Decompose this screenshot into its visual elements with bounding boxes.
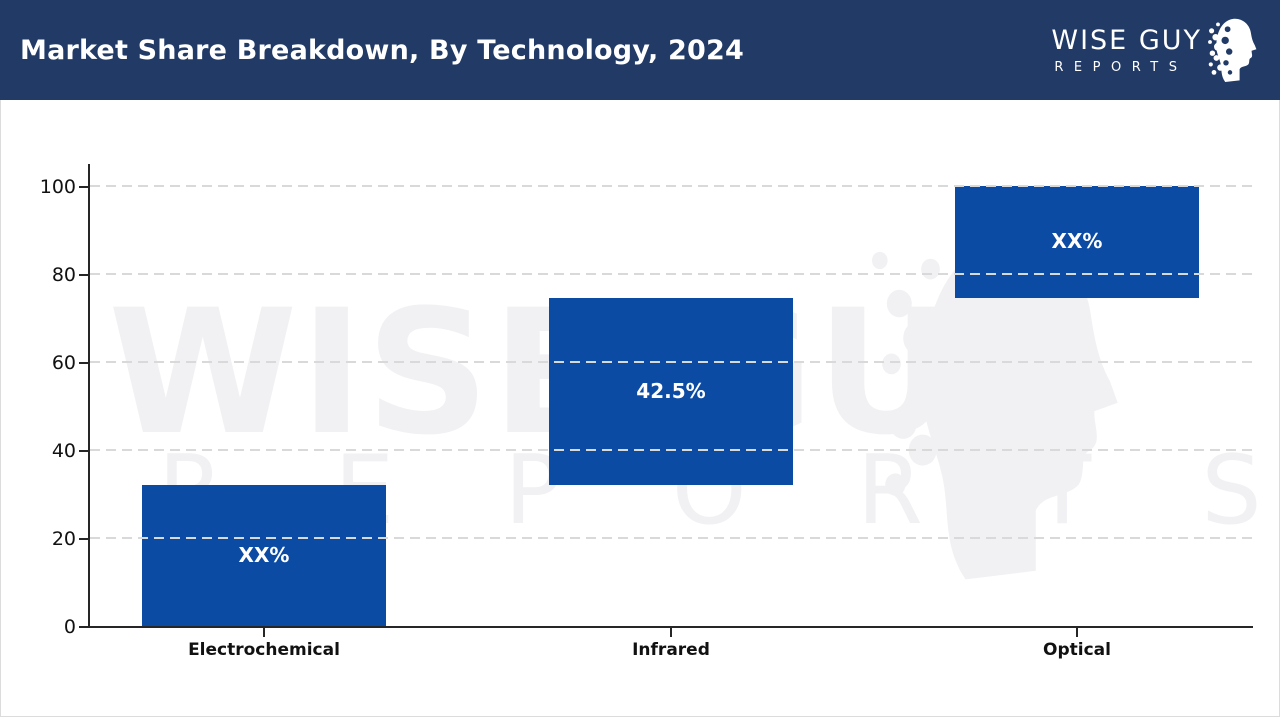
gridline [90,273,1253,275]
y-tick-mark [79,538,88,540]
x-axis-label: Optical [1043,640,1111,660]
y-tick-mark [79,362,88,364]
y-tick-mark [79,274,88,276]
y-tick-mark [79,186,88,188]
y-tick-label: 0 [63,616,76,638]
wise-guy-reports-logo: WISE GUY REPORTS [1051,4,1270,96]
x-tick-mark [670,628,672,637]
y-axis-spine [88,164,90,628]
y-tick-label: 60 [51,352,76,374]
x-axis-label: Electrochemical [188,640,340,660]
y-tick-label: 40 [51,440,76,462]
watermark-head-icon [872,238,1118,580]
logo-wordmark: WISE GUY [1051,24,1202,56]
x-axis-spine [88,626,1253,628]
gridline [90,449,1253,451]
logo-head-icon [1208,18,1257,82]
header-bar: Market Share Breakdown, By Technology, 2… [0,0,1280,100]
gridline [90,361,1253,363]
bar-value-label: XX% [238,542,290,567]
y-tick-mark [79,626,88,628]
page-title: Market Share Breakdown, By Technology, 2… [20,34,745,66]
x-tick-mark [1076,628,1078,637]
chart-bar [549,298,793,486]
bar-value-label: 42.5% [636,378,706,403]
y-tick-label: 100 [39,176,76,198]
gridline [90,185,1253,187]
gridline [90,537,1253,539]
logo-subtitle: REPORTS [1054,59,1188,75]
y-tick-label: 20 [51,528,76,550]
chart-bar [955,186,1199,299]
logo-text: WISE GUY REPORTS [1051,27,1202,74]
x-tick-mark [263,628,265,637]
chart-bar [142,485,386,626]
bar-value-label: XX% [1051,229,1103,254]
y-tick-mark [79,450,88,452]
x-axis-label: Infrared [632,640,710,660]
y-tick-label: 80 [51,264,76,286]
